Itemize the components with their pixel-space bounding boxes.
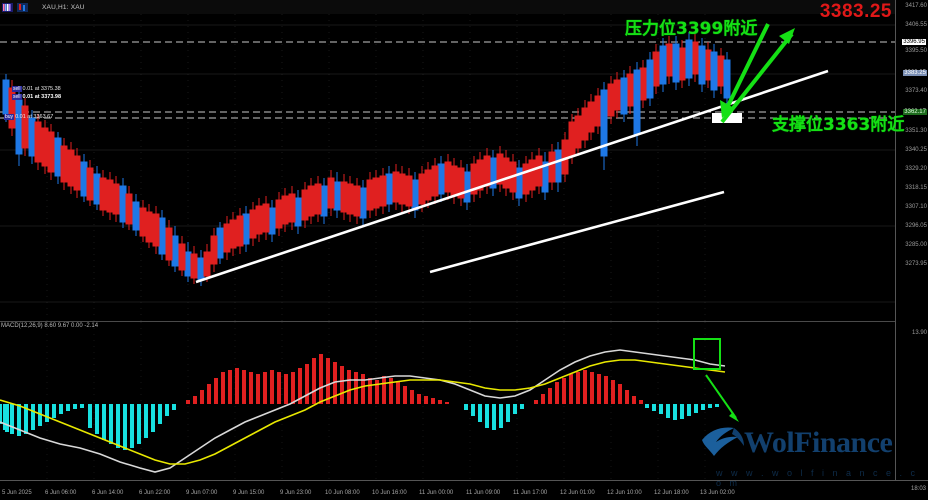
time-label-11: 11 Jun 17:00: [513, 490, 548, 496]
price-chart-pane[interactable]: sell 0.01 at 3375.38 sell 0.01 at 3373.98 …: [0, 14, 896, 322]
order-label-2: buy 0.01 at 3363.67: [4, 114, 53, 120]
resistance-arrow: [720, 28, 795, 124]
axis-label-macd-top: 13.90: [911, 330, 927, 336]
axis-label-3318: 3318.15: [905, 185, 927, 191]
time-label-2: 6 Jun 14:00: [92, 490, 124, 496]
order-text-0: 0.01 at 3375.38: [22, 86, 61, 92]
axis-label-3340: 3340.25: [905, 147, 927, 153]
macd-line: [0, 349, 726, 473]
order-text-1: 0.01 at 3373.98: [22, 94, 62, 100]
time-label-10: 11 Jun 09:00: [466, 490, 501, 496]
time-label-3: 6 Jun 22:00: [139, 490, 171, 496]
macd-histogram: [0, 354, 719, 450]
chart-icon: [2, 2, 13, 12]
axis-label-3307: 3307.10: [905, 204, 927, 210]
order-tag-2: buy: [4, 114, 15, 120]
axis-label-3351: 3351.30: [905, 128, 927, 134]
macd-indicator-label: MACD(12,26,9) 8.60 9.67 0.00 -2.14: [1, 323, 99, 329]
annotation-support: 支撑位3363附近: [772, 115, 905, 135]
time-label-4: 9 Jun 07:00: [186, 490, 218, 496]
time-label-15: 13 Jun 02:00: [700, 490, 735, 496]
macd-signal-line: [0, 359, 726, 465]
order-label-1: sell 0.01 at 3373.98: [12, 94, 61, 100]
time-label-13: 12 Jun 10:00: [607, 490, 642, 496]
order-tag-1: sell: [12, 94, 22, 100]
axis-label-3406: 3406.55: [905, 22, 927, 28]
order-label-0: sell 0.01 at 3375.38: [12, 86, 61, 92]
time-label-5: 9 Jun 15:00: [233, 490, 265, 496]
time-label-8: 10 Jun 16:00: [372, 490, 407, 496]
window-title: XAU,H1: XAU: [42, 3, 85, 11]
time-label-9: 11 Jun 00:00: [419, 490, 454, 496]
annotation-resistance: 压力位3399附近: [625, 19, 758, 39]
time-label-0: 5 Jun 2025: [2, 490, 32, 496]
time-label-1: 6 Jun 06:00: [45, 490, 77, 496]
pane-divider: [0, 321, 896, 322]
macd-highlight-box: [693, 338, 721, 370]
window-titlebar: XAU,H1: XAU: [0, 0, 928, 14]
time-label-12: 12 Jun 01:00: [560, 490, 595, 496]
order-text-2: 0.01 at 3363.67: [15, 114, 54, 120]
axis-label-3285: 3285.00: [905, 242, 927, 248]
time-label-6: 9 Jun 23:00: [280, 490, 312, 496]
axis-label-3329: 3329.20: [905, 166, 927, 172]
macd-pane[interactable]: [0, 322, 896, 480]
order-tag-0: sell: [12, 86, 22, 92]
time-label-current: 18:03: [910, 486, 926, 492]
price-axis[interactable]: 3417.60 3406.55 3396.95 3395.50 3383.25 …: [895, 0, 928, 480]
axis-label-3417: 3417.60: [905, 3, 927, 9]
macd-down-arrow: [705, 374, 739, 422]
axis-label-last-3383: 3383.25: [903, 70, 927, 76]
time-axis[interactable]: 5 Jun 2025 6 Jun 06:00 6 Jun 14:00 6 Jun…: [0, 480, 928, 500]
axis-label-3395: 3395.50: [905, 48, 927, 54]
support-arrow: [720, 23, 770, 118]
axis-label-3273: 3273.95: [905, 261, 927, 267]
price-chart-svg: [0, 14, 896, 322]
time-label-7: 10 Jun 08:00: [325, 490, 360, 496]
last-price-display: 3383.25: [819, 1, 892, 22]
trendline-secondary: [429, 190, 725, 274]
axis-label-order-3396: 3396.95: [901, 38, 927, 46]
axis-label-3373: 3373.40: [905, 88, 927, 94]
candle-icon: [17, 2, 28, 12]
axis-label-3296: 3296.05: [905, 223, 927, 229]
axis-label-order-3362: 3362.17: [903, 109, 927, 115]
macd-chart-svg: [0, 322, 896, 480]
time-label-14: 12 Jun 18:00: [654, 490, 689, 496]
